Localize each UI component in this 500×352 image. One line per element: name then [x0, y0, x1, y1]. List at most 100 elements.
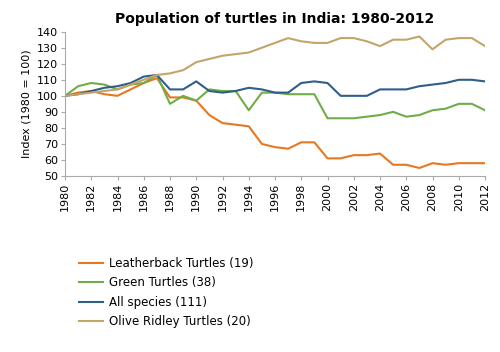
- Green Turtles (38): [220, 89, 226, 93]
- All species (111): [430, 82, 436, 87]
- Legend: Leatherback Turtles (19), Green Turtles (38), All species (111), Olive Ridley Tu: Leatherback Turtles (19), Green Turtles …: [80, 257, 254, 328]
- Leatherback Turtles (19): [141, 81, 147, 85]
- Olive Ridley Turtles (20): [75, 92, 81, 96]
- Green Turtles (38): [206, 87, 212, 92]
- Olive Ridley Turtles (20): [469, 36, 475, 40]
- Olive Ridley Turtles (20): [259, 46, 265, 50]
- All species (111): [167, 87, 173, 92]
- Green Turtles (38): [259, 90, 265, 95]
- All species (111): [364, 94, 370, 98]
- Green Turtles (38): [442, 107, 448, 111]
- Green Turtles (38): [154, 73, 160, 77]
- All species (111): [272, 90, 278, 95]
- All species (111): [298, 81, 304, 85]
- Olive Ridley Turtles (20): [377, 44, 383, 48]
- All species (111): [338, 94, 344, 98]
- Leatherback Turtles (19): [390, 163, 396, 167]
- Olive Ridley Turtles (20): [62, 94, 68, 98]
- All species (111): [324, 81, 330, 85]
- All species (111): [206, 89, 212, 93]
- Leatherback Turtles (19): [206, 113, 212, 117]
- Leatherback Turtles (19): [180, 95, 186, 100]
- Leatherback Turtles (19): [75, 90, 81, 95]
- Olive Ridley Turtles (20): [351, 36, 357, 40]
- Olive Ridley Turtles (20): [167, 71, 173, 75]
- Green Turtles (38): [272, 90, 278, 95]
- All species (111): [403, 87, 409, 92]
- Green Turtles (38): [114, 87, 120, 92]
- Line: All species (111): All species (111): [65, 75, 485, 96]
- All species (111): [246, 86, 252, 90]
- Olive Ridley Turtles (20): [128, 82, 134, 87]
- Olive Ridley Turtles (20): [442, 38, 448, 42]
- Olive Ridley Turtles (20): [272, 41, 278, 45]
- Leatherback Turtles (19): [246, 124, 252, 128]
- Green Turtles (38): [285, 92, 291, 96]
- All species (111): [75, 92, 81, 96]
- Green Turtles (38): [128, 82, 134, 87]
- Green Turtles (38): [62, 94, 68, 98]
- Leatherback Turtles (19): [482, 161, 488, 165]
- Olive Ridley Turtles (20): [416, 34, 422, 39]
- Green Turtles (38): [102, 82, 107, 87]
- Olive Ridley Turtles (20): [102, 89, 107, 93]
- Leatherback Turtles (19): [102, 92, 107, 96]
- Green Turtles (38): [377, 113, 383, 117]
- Leatherback Turtles (19): [351, 153, 357, 157]
- Olive Ridley Turtles (20): [154, 73, 160, 77]
- Line: Green Turtles (38): Green Turtles (38): [65, 75, 485, 118]
- All species (111): [390, 87, 396, 92]
- All species (111): [88, 89, 94, 93]
- All species (111): [416, 84, 422, 88]
- Leatherback Turtles (19): [430, 161, 436, 165]
- All species (111): [285, 90, 291, 95]
- All species (111): [220, 90, 226, 95]
- All species (111): [456, 78, 462, 82]
- Green Turtles (38): [312, 92, 318, 96]
- Green Turtles (38): [469, 102, 475, 106]
- All species (111): [351, 94, 357, 98]
- Olive Ridley Turtles (20): [324, 41, 330, 45]
- Olive Ridley Turtles (20): [456, 36, 462, 40]
- All species (111): [141, 75, 147, 79]
- Olive Ridley Turtles (20): [403, 38, 409, 42]
- All species (111): [469, 78, 475, 82]
- Olive Ridley Turtles (20): [206, 57, 212, 61]
- All species (111): [193, 79, 199, 83]
- All species (111): [442, 81, 448, 85]
- All species (111): [102, 86, 107, 90]
- Green Turtles (38): [246, 108, 252, 112]
- Leatherback Turtles (19): [220, 121, 226, 125]
- Y-axis label: Index (1980 = 100): Index (1980 = 100): [22, 50, 32, 158]
- Leatherback Turtles (19): [167, 95, 173, 100]
- Green Turtles (38): [193, 99, 199, 103]
- Leatherback Turtles (19): [469, 161, 475, 165]
- Olive Ridley Turtles (20): [180, 68, 186, 72]
- Leatherback Turtles (19): [259, 142, 265, 146]
- Olive Ridley Turtles (20): [88, 90, 94, 95]
- All species (111): [232, 89, 238, 93]
- Olive Ridley Turtles (20): [482, 44, 488, 48]
- Green Turtles (38): [456, 102, 462, 106]
- Leatherback Turtles (19): [403, 163, 409, 167]
- All species (111): [62, 94, 68, 98]
- All species (111): [312, 79, 318, 83]
- Green Turtles (38): [180, 94, 186, 98]
- Leatherback Turtles (19): [193, 99, 199, 103]
- Leatherback Turtles (19): [377, 151, 383, 156]
- Olive Ridley Turtles (20): [193, 60, 199, 64]
- Leatherback Turtles (19): [154, 76, 160, 80]
- Olive Ridley Turtles (20): [312, 41, 318, 45]
- Olive Ridley Turtles (20): [141, 78, 147, 82]
- Olive Ridley Turtles (20): [220, 54, 226, 58]
- Leatherback Turtles (19): [232, 122, 238, 127]
- Green Turtles (38): [351, 116, 357, 120]
- Leatherback Turtles (19): [285, 147, 291, 151]
- Olive Ridley Turtles (20): [364, 39, 370, 43]
- Leatherback Turtles (19): [456, 161, 462, 165]
- Green Turtles (38): [482, 108, 488, 112]
- Green Turtles (38): [298, 92, 304, 96]
- Green Turtles (38): [338, 116, 344, 120]
- Green Turtles (38): [403, 114, 409, 119]
- All species (111): [482, 79, 488, 83]
